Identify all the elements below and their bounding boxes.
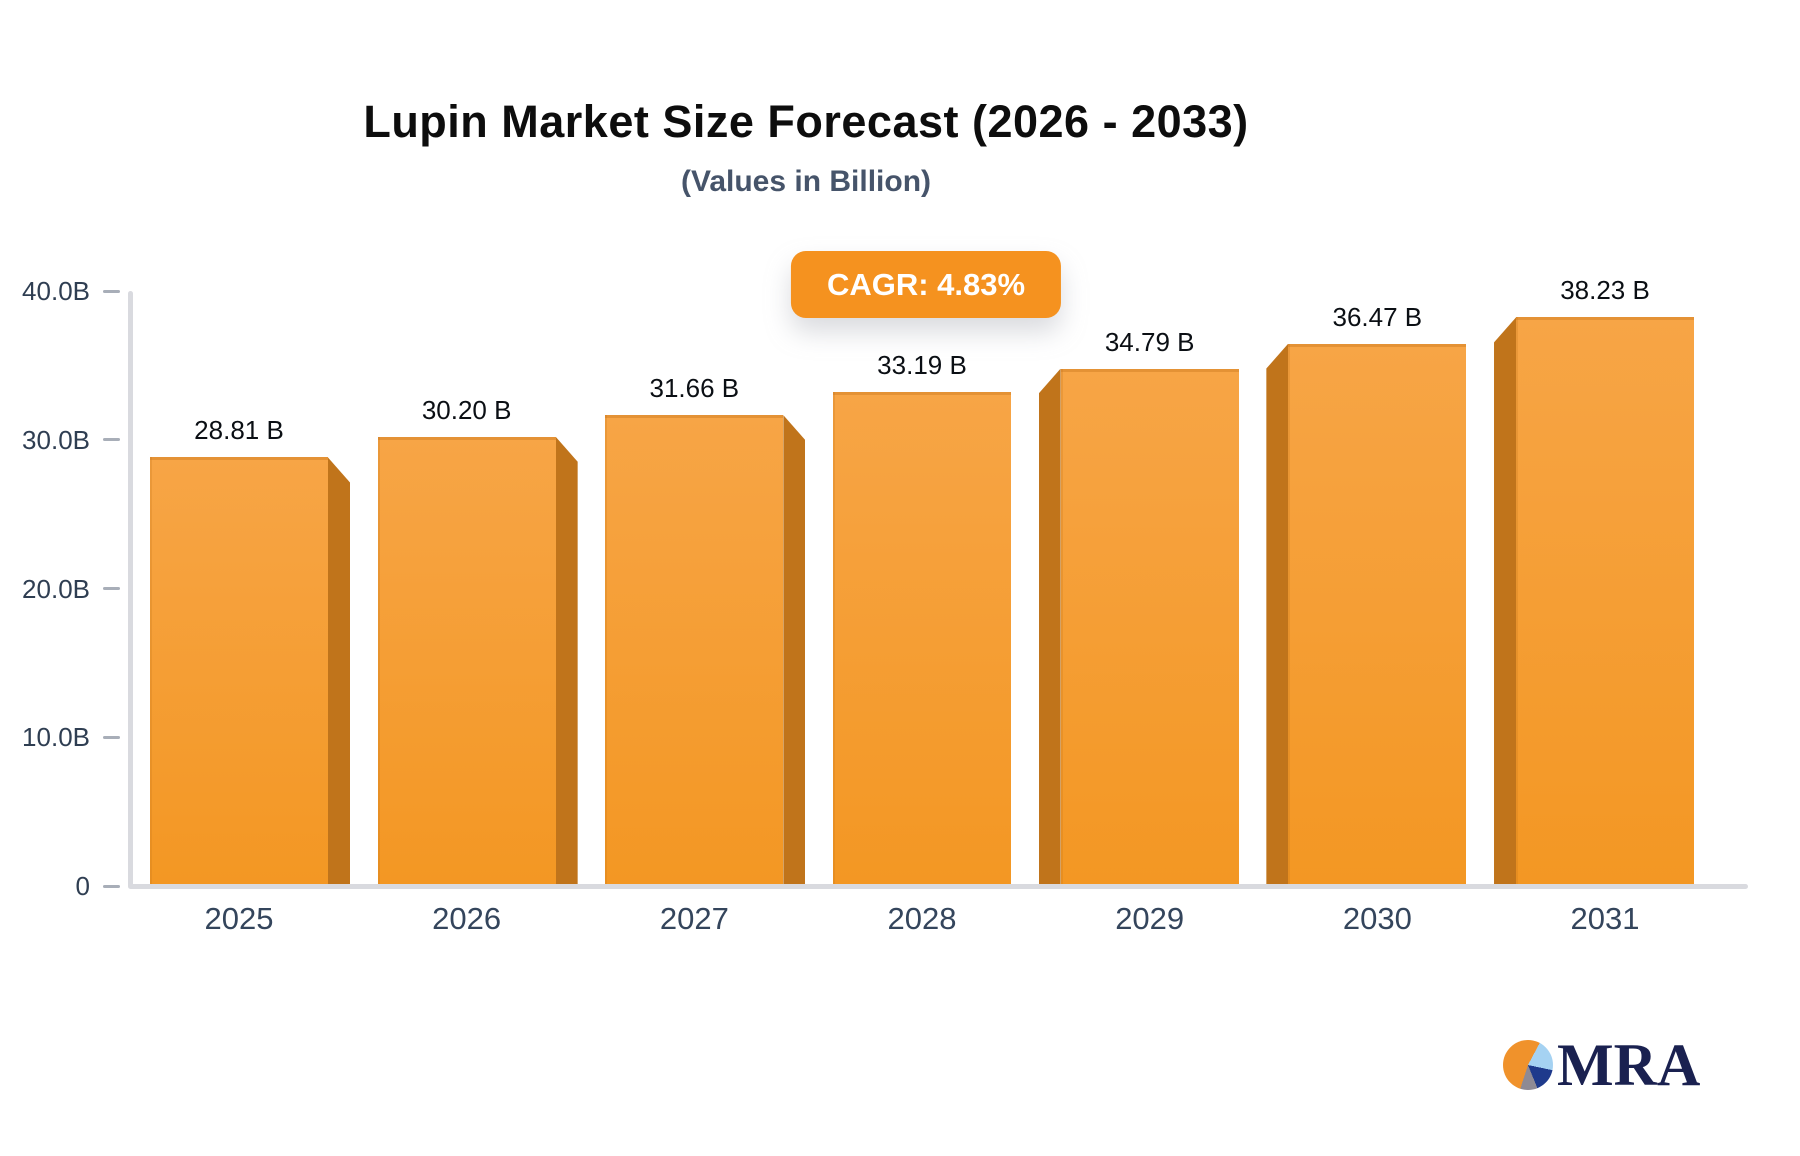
bar-face	[1060, 368, 1239, 886]
bar-side-face	[1266, 343, 1289, 886]
x-axis-label-2031: 2031	[1570, 901, 1640, 936]
bar-value-label: 34.79 B	[1104, 326, 1195, 357]
bar-side-face	[1038, 368, 1061, 886]
y-axis-label-10.0B: 10.0B	[22, 722, 90, 753]
bar-face	[1288, 343, 1467, 886]
bar-2028: 33.19 B	[833, 350, 1011, 886]
mra-logo: MRA	[1503, 1032, 1701, 1098]
chart-title: Lupin Market Size Forecast (2026 - 2033)	[363, 96, 1249, 147]
y-axis-tick	[103, 735, 120, 739]
x-axis-label-2030: 2030	[1342, 901, 1412, 936]
bar-value-label: 31.66 B	[649, 373, 740, 404]
bar-side-face	[1494, 317, 1517, 886]
bar-2026: 30.20 B	[377, 395, 578, 886]
y-axis-label-40.0B: 40.0B	[22, 276, 90, 306]
bar-value-label: 38.23 B	[1560, 275, 1650, 306]
y-axis: 0 10.0B 20.0B 30.0B 40.0B	[0, 276, 133, 901]
x-axis-label-2028: 2028	[887, 901, 957, 936]
pie-chart-logo-icon	[1503, 1040, 1553, 1090]
bar-2025: 28.81 B	[150, 415, 350, 886]
bar-face	[377, 436, 556, 886]
cagr-badge: CAGR: 4.83%	[790, 251, 1062, 318]
bar-value-label: 33.19 B	[877, 350, 967, 381]
y-axis-tick	[103, 587, 120, 590]
mra-logo-text: MRA	[1557, 1032, 1701, 1098]
bar-2030: 36.47 B	[1266, 302, 1467, 886]
bar-face	[150, 457, 328, 886]
bar-value-label: 36.47 B	[1332, 301, 1423, 332]
x-axis-label-2026: 2026	[432, 901, 502, 936]
bar-face	[1516, 317, 1695, 886]
bar-face	[833, 392, 1011, 886]
bar-value-label: 28.81 B	[194, 415, 284, 446]
bar-value-label: 30.20 B	[421, 394, 512, 425]
bar-2027: 31.66 B	[605, 373, 806, 886]
x-axis-label-2029: 2029	[1115, 901, 1185, 936]
bar-2031: 38.23 B	[1494, 275, 1695, 886]
chart-subtitle: (Values in Billion)	[680, 165, 932, 198]
x-axis-label-2025: 2025	[204, 901, 274, 936]
bar-2029: 34.79 B	[1038, 327, 1239, 886]
y-axis-tick	[103, 438, 120, 442]
y-axis-label-0: 0	[75, 871, 90, 901]
bar-side-face	[555, 436, 578, 886]
y-axis-label-30.0B: 30.0B	[22, 424, 90, 455]
y-axis-tick	[103, 289, 120, 293]
y-axis-tick	[103, 884, 120, 888]
x-axis-line	[128, 884, 1748, 889]
x-axis: 2025 2026 2027 2028 2029 2030 2031	[133, 901, 1745, 945]
bar-side-face	[328, 457, 350, 886]
bar-face	[605, 415, 784, 886]
x-axis-label-2027: 2027	[659, 901, 729, 936]
bar-side-face	[783, 415, 806, 886]
plot-area: 28.81 B 30.20 B 31.66 B 33.19 B 34.79 B 36.47…	[133, 275, 1745, 886]
y-axis-line	[128, 291, 133, 888]
y-axis-label-20.0B: 20.0B	[22, 573, 90, 604]
